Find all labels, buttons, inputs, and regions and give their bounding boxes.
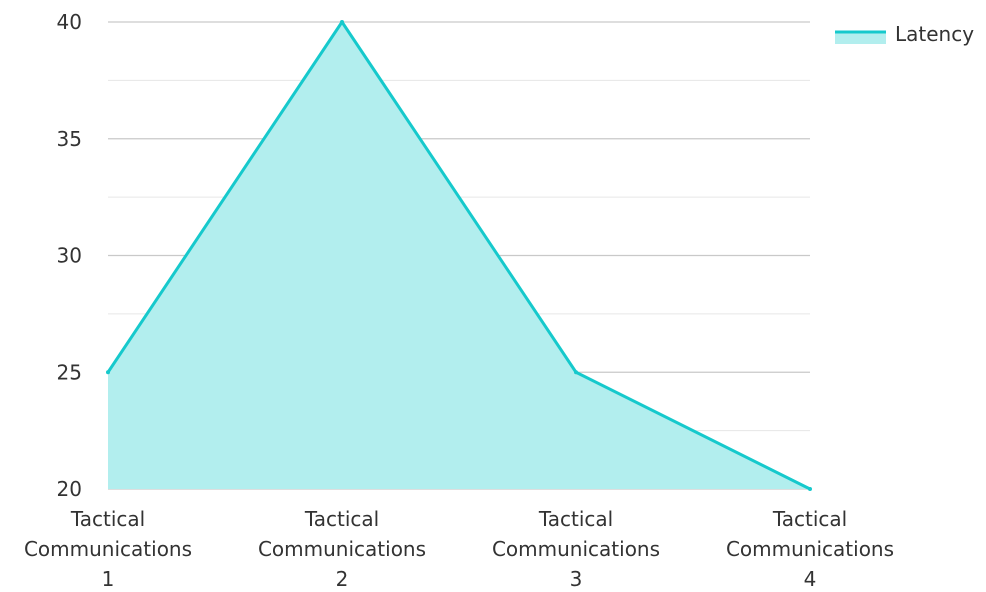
data-point[interactable] [106,370,110,375]
area-series [106,20,812,491]
x-tick-label: Tactical Communications 1 [24,507,192,591]
x-tick-label: Tactical Communications 4 [726,507,894,591]
area-fill-0 [108,22,810,489]
y-axis-ticks: 20 25 30 35 40 [57,10,82,501]
series-line-0 [106,20,811,491]
x-axis-ticks: Tactical Communications 1 Tactical Communica… [24,507,894,591]
data-point[interactable] [340,20,344,24]
legend-swatch-fill [835,32,886,44]
data-point[interactable] [808,487,812,491]
legend-label[interactable]: Latency [895,22,974,46]
x-tick-label: Tactical Communications 3 [492,507,660,591]
y-tick-label: 40 [57,10,82,34]
y-tick-label: 30 [57,244,82,268]
data-point[interactable] [574,370,578,375]
x-tick-label: Tactical Communications 2 [258,507,426,591]
y-tick-label: 35 [57,127,82,151]
legend[interactable]: Latency [835,22,974,46]
y-tick-label: 25 [57,360,82,384]
y-tick-label: 20 [57,477,82,501]
